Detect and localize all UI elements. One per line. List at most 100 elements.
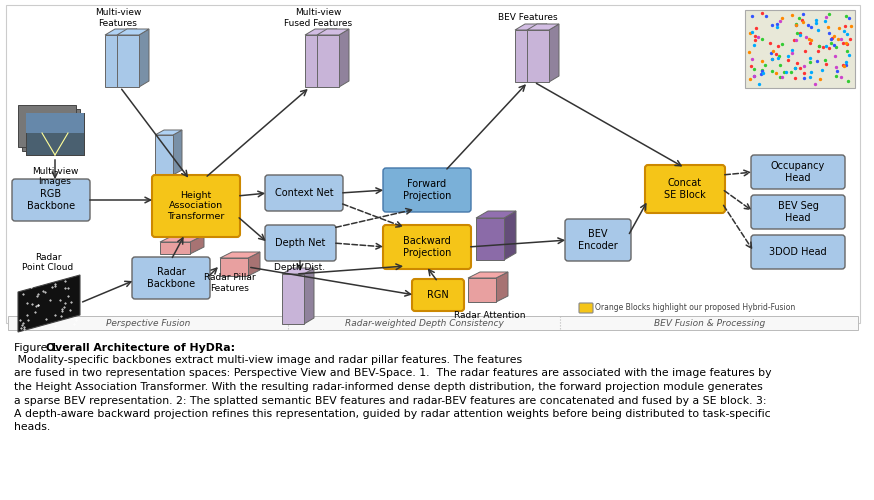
Point xyxy=(812,42,826,50)
Point xyxy=(744,29,758,37)
FancyBboxPatch shape xyxy=(383,168,471,212)
Point xyxy=(769,68,783,76)
Point xyxy=(822,23,836,31)
Point xyxy=(799,32,813,40)
Point xyxy=(802,58,816,66)
Text: Radar
Point Cloud: Radar Point Cloud xyxy=(23,252,73,272)
Point xyxy=(780,52,794,60)
Point xyxy=(808,80,822,88)
Point xyxy=(765,54,779,62)
Polygon shape xyxy=(139,29,149,87)
Point xyxy=(808,16,822,24)
Point xyxy=(834,74,848,82)
Polygon shape xyxy=(18,275,80,332)
Point xyxy=(804,68,818,76)
Text: Modality-specific backbones extract multi-view image and radar pillar features. : Modality-specific backbones extract mult… xyxy=(14,355,522,365)
FancyBboxPatch shape xyxy=(412,279,464,311)
Point xyxy=(771,54,785,62)
Text: Backward
Projection: Backward Projection xyxy=(403,236,451,258)
Polygon shape xyxy=(515,24,547,30)
Point xyxy=(789,20,803,28)
Point xyxy=(746,28,760,36)
Polygon shape xyxy=(496,272,508,302)
Polygon shape xyxy=(304,268,314,324)
Polygon shape xyxy=(117,35,139,87)
Point xyxy=(822,44,836,52)
Text: Multi-view
Images: Multi-view Images xyxy=(31,167,78,186)
Point xyxy=(771,42,785,50)
Text: BEV Fusion & Processing: BEV Fusion & Processing xyxy=(655,318,766,328)
Point xyxy=(773,60,787,68)
Text: A depth-aware backward projection refines this representation, guided by radar a: A depth-aware backward projection refine… xyxy=(14,409,771,419)
Point xyxy=(795,16,809,24)
Text: the Height Association Transformer. With the resulting radar-informed dense dept: the Height Association Transformer. With… xyxy=(14,382,763,392)
Polygon shape xyxy=(282,274,304,324)
Polygon shape xyxy=(220,252,260,258)
Point xyxy=(756,68,770,76)
Point xyxy=(839,58,853,66)
Point xyxy=(812,42,826,50)
FancyBboxPatch shape xyxy=(6,5,860,323)
Text: Figure 1.: Figure 1. xyxy=(14,343,65,353)
Point xyxy=(780,56,794,64)
Point xyxy=(815,66,829,74)
Point xyxy=(777,68,791,76)
Point xyxy=(839,61,853,69)
Point xyxy=(837,26,851,34)
Text: Multi-view
Features: Multi-view Features xyxy=(94,8,142,28)
Point xyxy=(780,68,794,76)
Text: Radar Attention: Radar Attention xyxy=(454,312,526,320)
Point xyxy=(824,35,838,43)
Point xyxy=(822,30,836,38)
Text: Radar-weighted Depth Consistency: Radar-weighted Depth Consistency xyxy=(344,318,503,328)
Polygon shape xyxy=(527,30,549,82)
FancyBboxPatch shape xyxy=(745,10,855,88)
Point xyxy=(804,23,818,31)
Point xyxy=(836,39,850,47)
Polygon shape xyxy=(220,258,248,276)
Point xyxy=(803,74,817,82)
Point xyxy=(785,50,799,58)
Point xyxy=(793,29,807,37)
Point xyxy=(802,54,816,62)
Point xyxy=(839,39,853,47)
Point xyxy=(830,67,844,75)
Text: a sparse BEV representation. 2: The splatted semantic BEV features and radar-BEV: a sparse BEV representation. 2: The spla… xyxy=(14,396,766,406)
Point xyxy=(785,46,799,54)
Point xyxy=(773,73,787,81)
Point xyxy=(809,57,823,65)
Polygon shape xyxy=(549,24,559,82)
Point xyxy=(744,62,758,70)
Polygon shape xyxy=(317,29,349,35)
Polygon shape xyxy=(173,130,182,175)
Point xyxy=(766,66,780,74)
Polygon shape xyxy=(155,130,182,135)
FancyBboxPatch shape xyxy=(152,175,240,237)
Point xyxy=(832,24,846,32)
Point xyxy=(797,62,811,70)
Polygon shape xyxy=(127,29,137,87)
Polygon shape xyxy=(468,278,496,302)
Text: BEV Seg
Head: BEV Seg Head xyxy=(778,201,818,223)
Point xyxy=(769,20,783,28)
Point xyxy=(770,22,784,30)
Point xyxy=(752,34,766,42)
Point xyxy=(753,80,766,88)
Text: Context Net: Context Net xyxy=(274,188,333,198)
Point xyxy=(775,14,789,22)
Point xyxy=(801,21,815,29)
Text: RGN: RGN xyxy=(427,290,449,300)
Point xyxy=(759,62,773,70)
Point xyxy=(794,31,808,39)
FancyBboxPatch shape xyxy=(751,235,845,269)
Point xyxy=(755,67,769,75)
Point xyxy=(820,13,834,21)
Point xyxy=(788,36,802,44)
FancyBboxPatch shape xyxy=(26,113,84,155)
Point xyxy=(747,72,761,80)
Point xyxy=(759,12,773,20)
Polygon shape xyxy=(476,211,516,218)
Polygon shape xyxy=(160,242,190,254)
Polygon shape xyxy=(468,272,508,278)
Point xyxy=(755,34,769,42)
